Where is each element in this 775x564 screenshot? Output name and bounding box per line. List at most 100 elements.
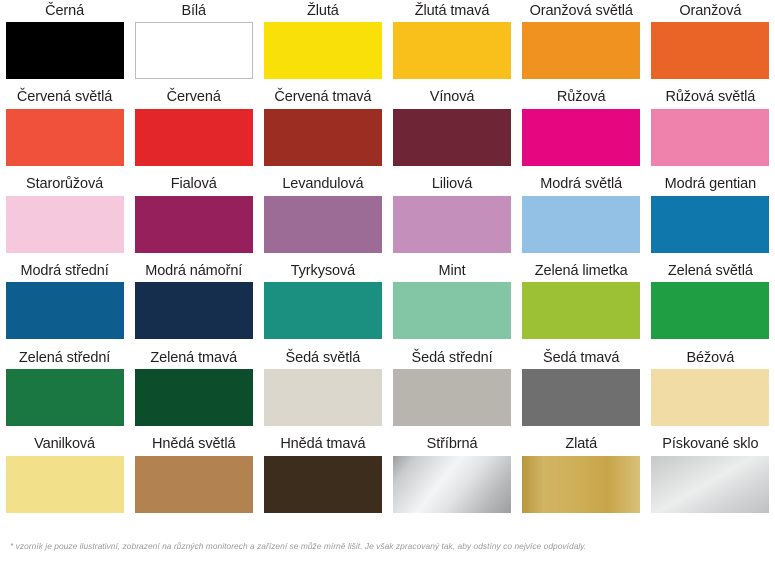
swatch-color-chip[interactable]: [5, 455, 124, 513]
swatch-color-chip[interactable]: [522, 282, 641, 340]
swatch-color-chip[interactable]: [651, 455, 770, 513]
swatch-label: Fialová: [170, 176, 217, 193]
swatch-label: Červená: [166, 89, 221, 106]
swatch-cell[interactable]: Zlatá: [517, 434, 646, 521]
swatch-color-chip[interactable]: [393, 455, 512, 513]
swatch-cell[interactable]: Šedá střední: [387, 347, 516, 434]
swatch-color-chip[interactable]: [651, 195, 770, 253]
swatch-color-chip[interactable]: [134, 22, 253, 79]
swatch-cell[interactable]: Stříbrná: [387, 434, 516, 521]
footnote-disclaimer: * vzorník je pouze ilustrativní, zobraze…: [10, 541, 587, 551]
swatch-color-chip[interactable]: [522, 108, 641, 166]
swatch-cell[interactable]: Žlutá: [258, 0, 387, 87]
swatch-cell[interactable]: Žlutá tmavá: [387, 0, 516, 87]
swatch-color-chip[interactable]: [263, 369, 382, 427]
swatch-color-chip[interactable]: [5, 195, 124, 253]
swatch-cell[interactable]: Liliová: [387, 174, 516, 261]
swatch-cell[interactable]: Černá: [0, 0, 129, 87]
swatch-label: Pískované sklo: [662, 436, 759, 453]
swatch-cell[interactable]: Béžová: [646, 347, 775, 434]
swatch-cell[interactable]: Šedá světlá: [258, 347, 387, 434]
swatch-label: Levandulová: [282, 176, 364, 193]
swatch-cell[interactable]: Modrá střední: [0, 260, 129, 347]
swatch-color-chip[interactable]: [651, 108, 770, 166]
swatch-color-chip[interactable]: [134, 282, 253, 340]
swatch-color-chip[interactable]: [5, 108, 124, 166]
swatch-cell[interactable]: Červená světlá: [0, 87, 129, 174]
swatch-color-chip[interactable]: [651, 22, 770, 79]
swatch-cell[interactable]: Fialová: [129, 174, 258, 261]
swatch-color-chip[interactable]: [263, 195, 382, 253]
swatch-color-chip[interactable]: [651, 282, 770, 340]
swatch-cell[interactable]: Starorůžová: [0, 174, 129, 261]
swatch-cell[interactable]: Modrá gentian: [646, 174, 775, 261]
swatch-cell[interactable]: Bílá: [129, 0, 258, 87]
swatch-label: Zlatá: [565, 436, 598, 453]
swatch-color-chip[interactable]: [522, 455, 641, 513]
swatch-label: Béžová: [686, 349, 735, 366]
swatch-color-chip[interactable]: [134, 195, 253, 253]
swatch-color-chip[interactable]: [393, 369, 512, 427]
swatch-color-chip[interactable]: [522, 369, 641, 427]
swatch-cell[interactable]: Červená: [129, 87, 258, 174]
swatch-cell[interactable]: Růžová: [517, 87, 646, 174]
swatch-cell[interactable]: Zelená tmavá: [129, 347, 258, 434]
swatch-label: Růžová: [556, 89, 606, 106]
swatch-color-chip[interactable]: [263, 455, 382, 513]
swatch-label: Modrá střední: [20, 262, 109, 279]
swatch-label: Oranžová světlá: [529, 2, 633, 19]
swatch-color-chip[interactable]: [134, 455, 253, 513]
swatch-color-chip[interactable]: [263, 282, 382, 340]
swatch-color-chip[interactable]: [134, 108, 253, 166]
swatch-color-chip[interactable]: [651, 369, 770, 427]
swatch-color-chip[interactable]: [522, 195, 641, 253]
swatch-label: Tyrkysová: [290, 262, 356, 279]
swatch-cell[interactable]: Šedá tmavá: [517, 347, 646, 434]
swatch-cell[interactable]: Zelená limetka: [517, 260, 646, 347]
swatch-color-chip[interactable]: [263, 22, 382, 79]
swatch-label: Růžová světlá: [665, 89, 756, 106]
swatch-label: Oranžová: [679, 2, 742, 19]
swatch-label: Šedá světlá: [285, 349, 361, 366]
swatch-color-chip[interactable]: [5, 369, 124, 427]
swatch-cell[interactable]: Zelená světlá: [646, 260, 775, 347]
swatch-cell[interactable]: Tyrkysová: [258, 260, 387, 347]
swatch-color-chip[interactable]: [134, 369, 253, 427]
swatch-cell[interactable]: Růžová světlá: [646, 87, 775, 174]
swatch-color-chip[interactable]: [522, 22, 641, 79]
swatch-color-chip[interactable]: [5, 282, 124, 340]
swatch-label: Červená tmavá: [274, 89, 372, 106]
swatch-cell[interactable]: Zelená střední: [0, 347, 129, 434]
swatch-label: Červená světlá: [16, 89, 113, 106]
swatch-color-chip[interactable]: [393, 22, 512, 79]
swatch-label: Šedá střední: [411, 349, 493, 366]
swatch-label: Vanilková: [34, 436, 96, 453]
swatch-cell[interactable]: Modrá světlá: [517, 174, 646, 261]
swatch-cell[interactable]: Vínová: [387, 87, 516, 174]
swatch-cell[interactable]: Modrá námořní: [129, 260, 258, 347]
swatch-label: Liliová: [431, 176, 473, 193]
swatch-cell[interactable]: Vanilková: [0, 434, 129, 521]
swatch-label: Zelená střední: [18, 349, 111, 366]
swatch-cell[interactable]: Oranžová světlá: [517, 0, 646, 87]
swatch-label: Černá: [45, 2, 85, 19]
swatch-color-chip[interactable]: [5, 22, 124, 79]
swatch-cell[interactable]: Mint: [387, 260, 516, 347]
swatch-color-chip[interactable]: [393, 282, 512, 340]
swatch-label: Modrá námořní: [145, 262, 243, 279]
swatch-label: Stříbrná: [426, 436, 478, 453]
swatch-color-chip[interactable]: [393, 108, 512, 166]
swatch-cell[interactable]: Hnědá světlá: [129, 434, 258, 521]
color-swatch-grid: Černá Bílá Žlutá Žlutá tmavá Oranžová světlá…: [0, 0, 775, 521]
swatch-cell[interactable]: Oranžová: [646, 0, 775, 87]
swatch-cell[interactable]: Pískované sklo: [646, 434, 775, 521]
swatch-cell[interactable]: Červená tmavá: [258, 87, 387, 174]
swatch-cell[interactable]: Levandulová: [258, 174, 387, 261]
swatch-color-chip[interactable]: [393, 195, 512, 253]
swatch-cell[interactable]: Hnědá tmavá: [258, 434, 387, 521]
swatch-color-chip[interactable]: [263, 108, 382, 166]
swatch-label: Bílá: [181, 2, 207, 19]
swatch-label: Šedá tmavá: [543, 349, 620, 366]
swatch-label: Vínová: [429, 89, 475, 106]
swatch-label: Starorůžová: [26, 176, 104, 193]
